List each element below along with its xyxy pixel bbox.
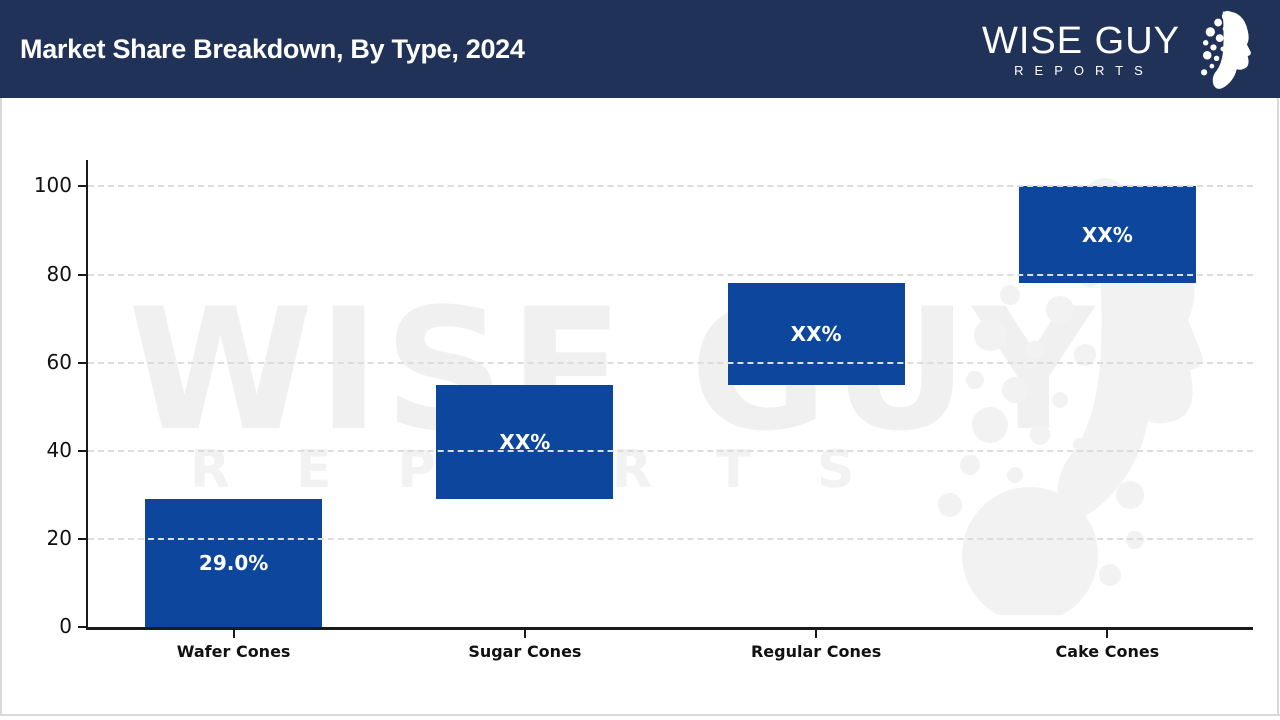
y-tick-mark-40: [78, 449, 88, 452]
x-tick-mark-3: [815, 629, 818, 638]
y-axis-spine: [86, 160, 88, 629]
y-tick-mark-100: [78, 185, 88, 188]
category-label-2: Sugar Cones: [468, 642, 582, 661]
brand-name: WISE GUY: [981, 19, 1180, 62]
chart-title: Market Share Breakdown, By Type, 2024: [20, 33, 525, 64]
gridline-80: [88, 273, 1253, 276]
y-tick-mark-60: [78, 361, 88, 364]
bar-value-label: XX%: [790, 322, 842, 346]
gridline-100: [88, 185, 1253, 188]
y-tick-label-40: 40: [46, 437, 72, 462]
gridline-20: [88, 537, 1253, 540]
brand-logo-text: WISE GUY REPORTS: [982, 22, 1180, 77]
logo-head-icon: [1201, 10, 1251, 89]
y-tick-mark-80: [78, 273, 88, 276]
y-tick-mark-0: [78, 626, 88, 628]
category-label-1: Wafer Cones: [176, 642, 291, 661]
y-tick-label-0: 0: [59, 614, 72, 638]
gridline-60: [88, 361, 1253, 364]
brand-subname: REPORTS: [1014, 62, 1154, 78]
x-tick-mark-4: [1106, 629, 1109, 638]
category-label-4: Cake Cones: [1055, 642, 1160, 661]
card-border-bottom: [0, 714, 1280, 716]
y-tick-label-80: 80: [46, 261, 72, 286]
bar-value-label: XX%: [1081, 222, 1133, 247]
bar-cake-cones: XX%: [1018, 186, 1196, 284]
bar-sugar-cones: XX%: [436, 384, 614, 500]
y-tick-label-60: 60: [46, 349, 72, 374]
x-axis-spine: [86, 627, 1253, 630]
gridline-40: [88, 449, 1253, 452]
header-bar: Market Share Breakdown, By Type, 2024 WI…: [0, 0, 1280, 98]
y-tick-label-20: 20: [46, 525, 72, 550]
card-border-right: [1277, 98, 1279, 716]
x-tick-mark-1: [232, 629, 235, 638]
bar-wafer-cones: 29.0%: [145, 499, 323, 627]
brand-logo: WISE GUY REPORTS: [982, 7, 1254, 91]
bar-regular-cones: XX%: [727, 283, 905, 385]
x-tick-mark-2: [523, 629, 526, 638]
card-border-left: [0, 98, 2, 716]
category-label-3: Regular Cones: [750, 642, 882, 661]
y-tick-label-100: 100: [33, 173, 72, 198]
bar-value-label: 29.0%: [198, 551, 269, 576]
y-tick-mark-20: [78, 537, 88, 540]
